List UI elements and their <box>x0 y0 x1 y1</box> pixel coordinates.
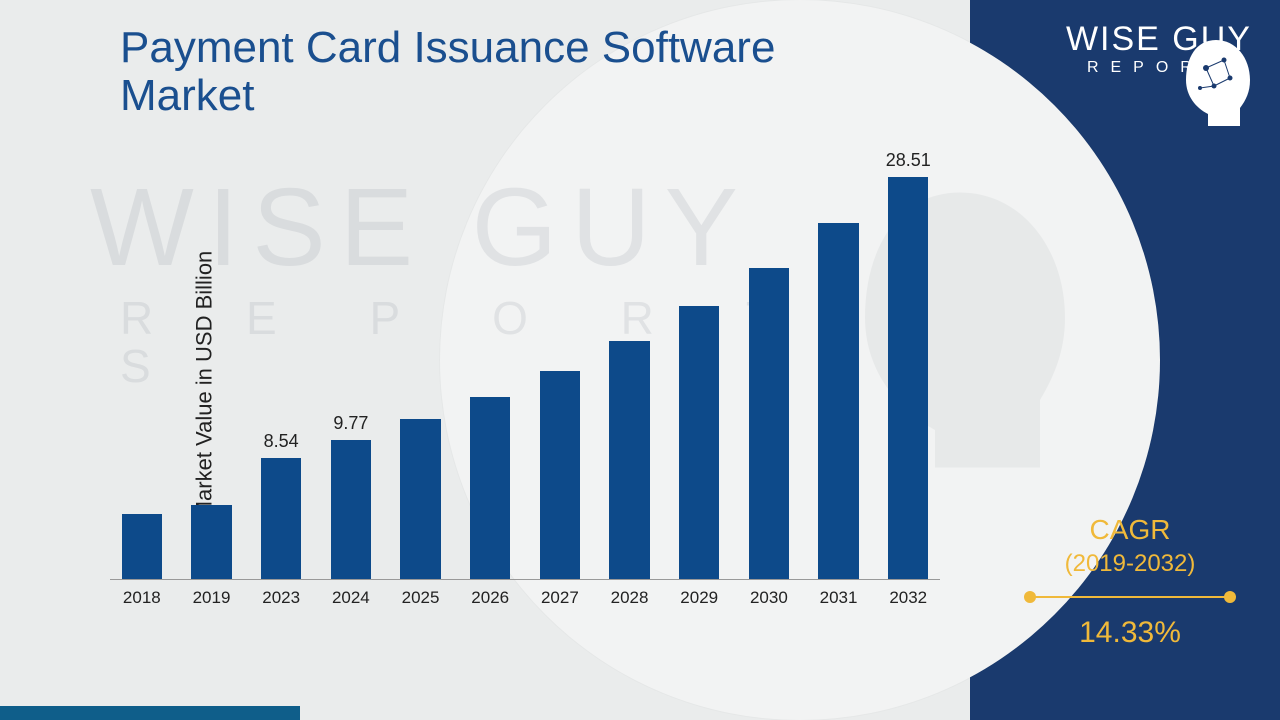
bar <box>122 514 162 580</box>
x-tick-label: 2023 <box>255 580 307 620</box>
cagr-value: 14.33% <box>1010 616 1250 650</box>
bar <box>609 341 649 580</box>
logo-block: WISE GUY REPORTS <box>992 20 1252 77</box>
bar-column <box>395 150 447 580</box>
chart-title: Payment Card Issuance Software Market <box>120 24 880 121</box>
x-tick-label: 2018 <box>116 580 168 620</box>
bar <box>331 440 371 580</box>
chart-x-labels: 2018 2019 2023 2024 2025 2026 2027 2028 2029 2030… <box>110 580 940 620</box>
bar-column: 9.77 <box>325 150 377 580</box>
x-tick-label: 2019 <box>186 580 238 620</box>
bar <box>191 505 231 580</box>
bar <box>540 371 580 580</box>
bar-column <box>186 150 238 580</box>
x-tick-label: 2031 <box>813 580 865 620</box>
bar <box>818 223 858 580</box>
bar <box>749 268 789 580</box>
chart-container: Market Value in USD Billion 8.549.7728.5… <box>60 150 940 620</box>
bar <box>261 458 301 580</box>
bar-column: 8.54 <box>255 150 307 580</box>
x-tick-label: 2026 <box>464 580 516 620</box>
bar-column <box>534 150 586 580</box>
bar <box>888 177 928 580</box>
x-tick-label: 2024 <box>325 580 377 620</box>
x-tick-label: 2032 <box>882 580 934 620</box>
bar-column <box>604 150 656 580</box>
bar <box>470 397 510 580</box>
bar-column <box>464 150 516 580</box>
bar-column: 28.51 <box>882 150 934 580</box>
page-root: WISE GUY R E P O R T S Payment Card Issu… <box>0 0 1280 720</box>
x-tick-label: 2027 <box>534 580 586 620</box>
bar-column <box>116 150 168 580</box>
bar-column <box>743 150 795 580</box>
bar <box>679 306 719 580</box>
x-tick-label: 2025 <box>395 580 447 620</box>
bar <box>400 419 440 580</box>
bottom-accent-bar <box>0 706 300 720</box>
bar-value-label: 8.54 <box>264 431 299 452</box>
x-tick-label: 2028 <box>604 580 656 620</box>
x-tick-label: 2029 <box>673 580 725 620</box>
bar-value-label: 28.51 <box>886 150 931 171</box>
chart-plot-area: 8.54 9.77 28.51 <box>110 150 940 580</box>
cagr-block: CAGR (2019-2032) 14.33% <box>1010 514 1250 650</box>
cagr-divider-icon <box>1030 596 1230 598</box>
cagr-label: CAGR <box>1010 514 1250 546</box>
cagr-range: (2019-2032) <box>1010 550 1250 578</box>
bar-column <box>813 150 865 580</box>
bar-value-label: 9.77 <box>333 413 368 434</box>
bar-column <box>673 150 725 580</box>
logo-head-icon <box>1176 38 1256 128</box>
x-tick-label: 2030 <box>743 580 795 620</box>
